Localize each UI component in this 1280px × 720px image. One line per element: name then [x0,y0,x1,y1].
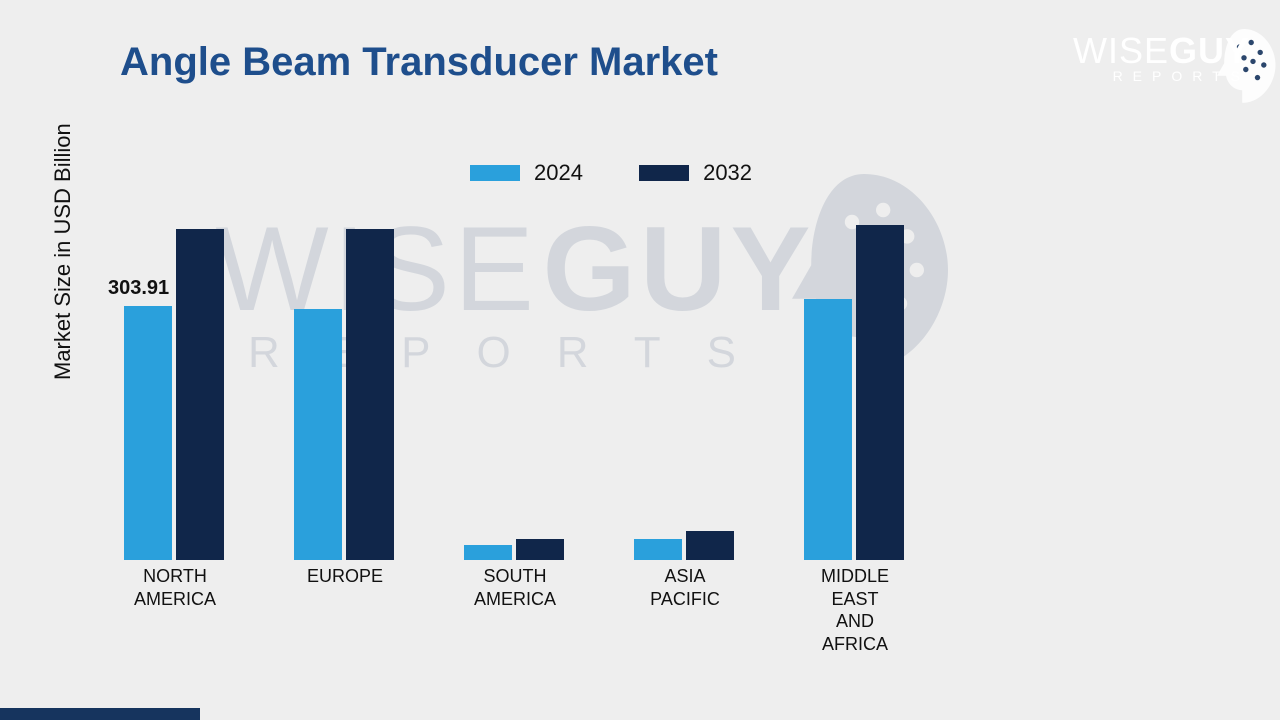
brand-word-2: GUY [1169,30,1250,71]
bottom-accent-bar [0,708,200,720]
x-tick-label: SOUTHAMERICA [450,565,580,610]
x-tick-label: NORTHAMERICA [110,565,240,610]
value-label: 303.91 [108,277,169,300]
plot-area: 303.91 [110,200,940,560]
bar-2032 [346,229,394,560]
legend-label-2024: 2024 [534,160,583,186]
bar-2024 [124,306,172,560]
legend-item-2024: 2024 [470,160,583,186]
chart-title: Angle Beam Transducer Market [120,40,718,85]
bar-2032 [176,229,224,560]
legend-swatch-2024 [470,165,520,181]
bar-2024 [464,545,512,560]
x-tick-label: EUROPE [280,565,410,588]
bar-2032 [856,225,904,560]
legend-swatch-2032 [639,165,689,181]
x-tick-label: ASIAPACIFIC [620,565,750,610]
x-tick-label: MIDDLEEASTANDAFRICA [790,565,920,655]
bar-2032 [516,539,564,560]
page: WISEGUY REPORTS Angle Beam Transducer Ma… [0,0,1280,720]
brand-word-1: WISE [1073,30,1169,71]
legend-item-2032: 2032 [639,160,752,186]
bar-2024 [804,299,852,560]
bar-2032 [686,531,734,560]
legend-label-2032: 2032 [703,160,752,186]
brand-logo: WISEGUY REPORTS [1073,30,1250,84]
bar-2024 [634,539,682,560]
bar-2024 [294,309,342,560]
legend: 2024 2032 [470,160,802,187]
y-axis-label: Market Size in USD Billion [50,123,76,380]
